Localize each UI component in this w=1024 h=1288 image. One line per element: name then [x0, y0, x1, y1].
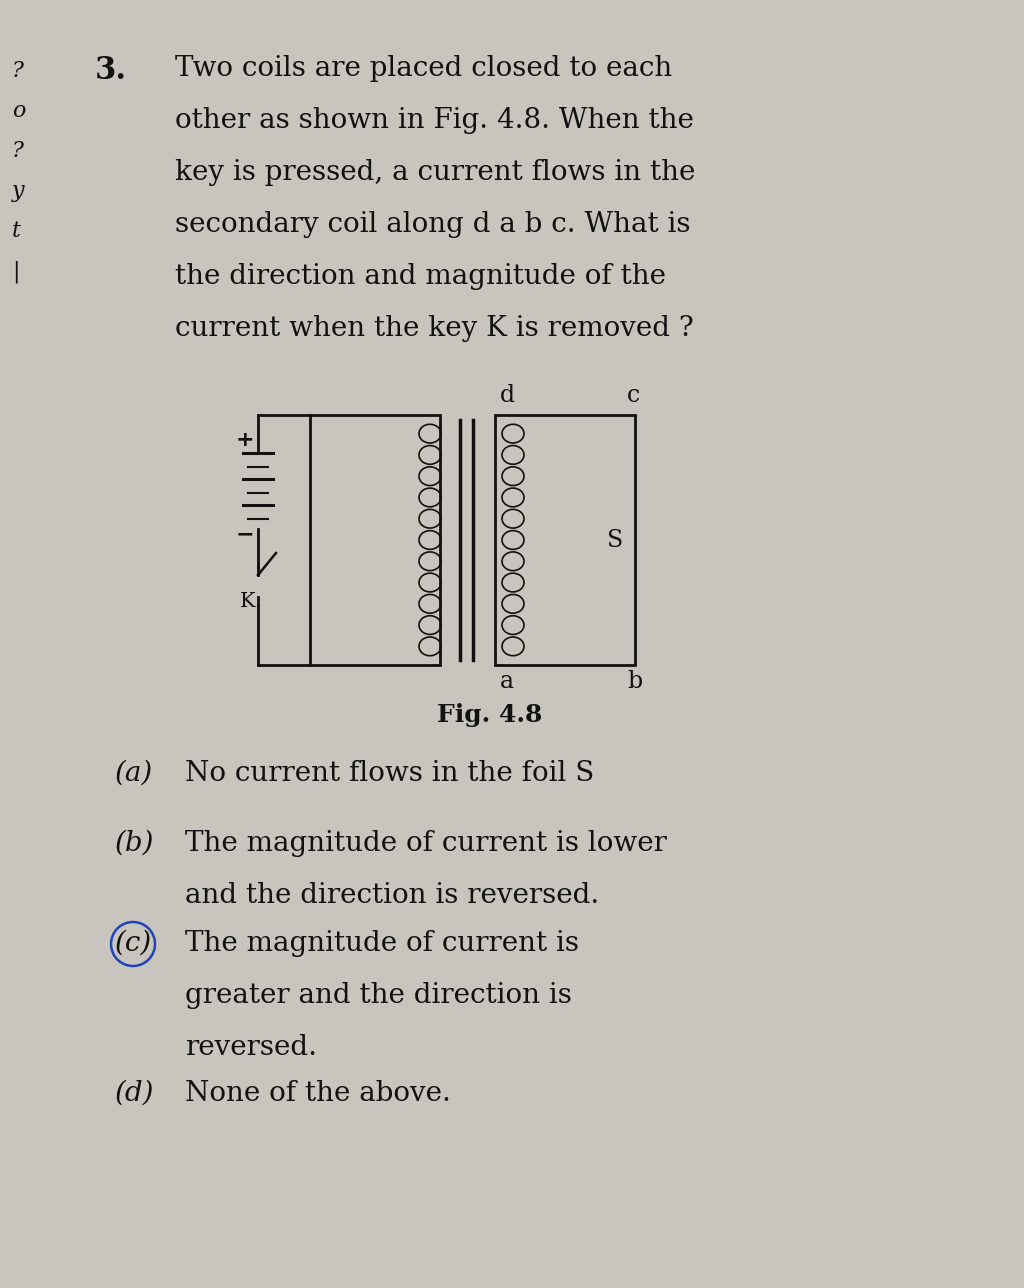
Text: None of the above.: None of the above.	[185, 1081, 451, 1106]
Text: key is pressed, a current flows in the: key is pressed, a current flows in the	[175, 158, 695, 185]
Text: (d): (d)	[115, 1081, 155, 1106]
Text: +: +	[236, 430, 255, 450]
Text: secondary coil along d a b c. What is: secondary coil along d a b c. What is	[175, 211, 690, 238]
Text: t: t	[12, 220, 22, 242]
Text: The magnitude of current is lower: The magnitude of current is lower	[185, 829, 667, 857]
Text: ?: ?	[12, 61, 24, 82]
Text: current when the key K is removed ?: current when the key K is removed ?	[175, 316, 693, 343]
Text: S: S	[607, 528, 624, 551]
Text: b: b	[627, 670, 642, 693]
Text: The magnitude of current is: The magnitude of current is	[185, 930, 579, 957]
Text: No current flows in the foil S: No current flows in the foil S	[185, 760, 594, 787]
Text: and the direction is reversed.: and the direction is reversed.	[185, 882, 599, 909]
Text: Fig. 4.8: Fig. 4.8	[437, 703, 543, 726]
Text: other as shown in Fig. 4.8. When the: other as shown in Fig. 4.8. When the	[175, 107, 694, 134]
Text: K: K	[240, 592, 256, 611]
Text: 3.: 3.	[95, 55, 127, 86]
Text: |: |	[12, 260, 19, 282]
Text: reversed.: reversed.	[185, 1034, 317, 1061]
Text: (c): (c)	[115, 930, 153, 957]
Text: (b): (b)	[115, 829, 155, 857]
Text: ?: ?	[12, 140, 24, 162]
Text: greater and the direction is: greater and the direction is	[185, 981, 571, 1009]
Text: −: −	[236, 524, 255, 544]
Text: y: y	[12, 180, 25, 202]
Bar	[495, 415, 635, 665]
Text: d: d	[500, 384, 515, 407]
Text: (a): (a)	[115, 760, 154, 787]
Text: Two coils are placed closed to each: Two coils are placed closed to each	[175, 55, 672, 82]
Text: o: o	[12, 100, 26, 122]
Text: c: c	[627, 384, 640, 407]
Text: the direction and magnitude of the: the direction and magnitude of the	[175, 263, 666, 290]
Bar	[310, 415, 440, 665]
Text: a: a	[500, 670, 514, 693]
